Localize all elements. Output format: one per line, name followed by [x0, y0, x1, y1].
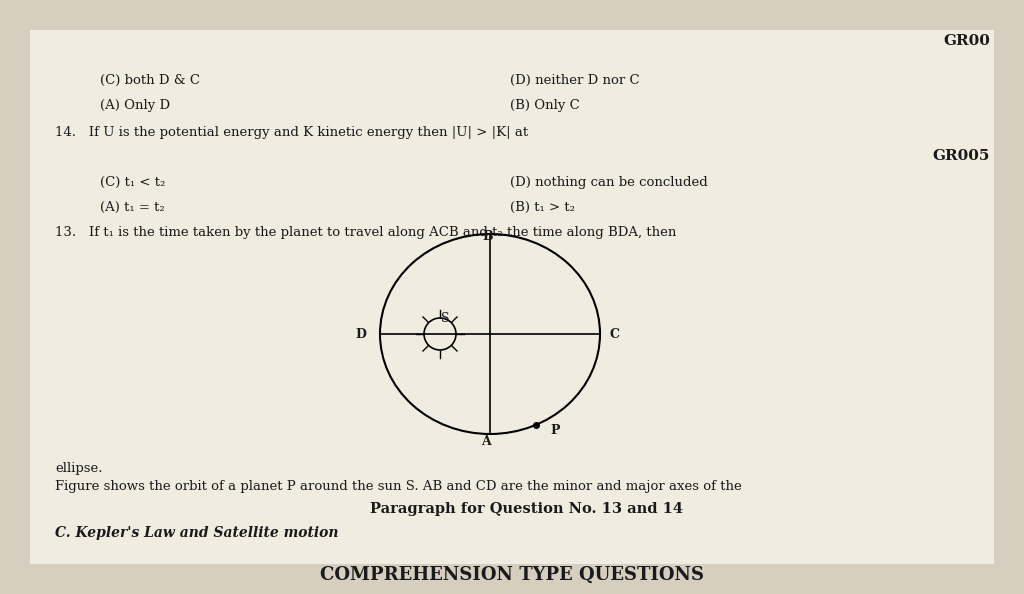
Text: D: D — [355, 327, 366, 340]
Text: S: S — [440, 312, 450, 325]
Text: B: B — [482, 230, 494, 243]
Text: Paragraph for Question No. 13 and 14: Paragraph for Question No. 13 and 14 — [370, 502, 683, 516]
Text: GR00: GR00 — [943, 34, 990, 48]
Text: (C) t₁ < t₂: (C) t₁ < t₂ — [100, 176, 165, 189]
Text: 13.   If t₁ is the time taken by the planet to travel along ACB and t₂ the time : 13. If t₁ is the time taken by the plane… — [55, 226, 677, 239]
Text: 14.   If U is the potential energy and K kinetic energy then |U| > |K| at: 14. If U is the potential energy and K k… — [55, 126, 528, 139]
FancyBboxPatch shape — [30, 30, 994, 564]
Text: (B) Only C: (B) Only C — [510, 99, 580, 112]
Text: A: A — [481, 435, 490, 448]
Text: ellipse.: ellipse. — [55, 462, 102, 475]
Text: GR005: GR005 — [933, 149, 990, 163]
Text: (A) t₁ = t₂: (A) t₁ = t₂ — [100, 201, 165, 214]
Text: C. Kepler's Law and Satellite motion: C. Kepler's Law and Satellite motion — [55, 526, 339, 540]
Text: (B) t₁ > t₂: (B) t₁ > t₂ — [510, 201, 575, 214]
Text: COMPREHENSION TYPE QUESTIONS: COMPREHENSION TYPE QUESTIONS — [319, 566, 705, 584]
Text: (A) Only D: (A) Only D — [100, 99, 170, 112]
Text: P: P — [551, 424, 560, 437]
Text: Figure shows the orbit of a planet P around the sun S. AB and CD are the minor a: Figure shows the orbit of a planet P aro… — [55, 480, 741, 493]
Text: (D) neither D nor C: (D) neither D nor C — [510, 74, 640, 87]
Text: (D) nothing can be concluded: (D) nothing can be concluded — [510, 176, 708, 189]
Text: C: C — [610, 327, 620, 340]
Text: (C) both D & C: (C) both D & C — [100, 74, 200, 87]
